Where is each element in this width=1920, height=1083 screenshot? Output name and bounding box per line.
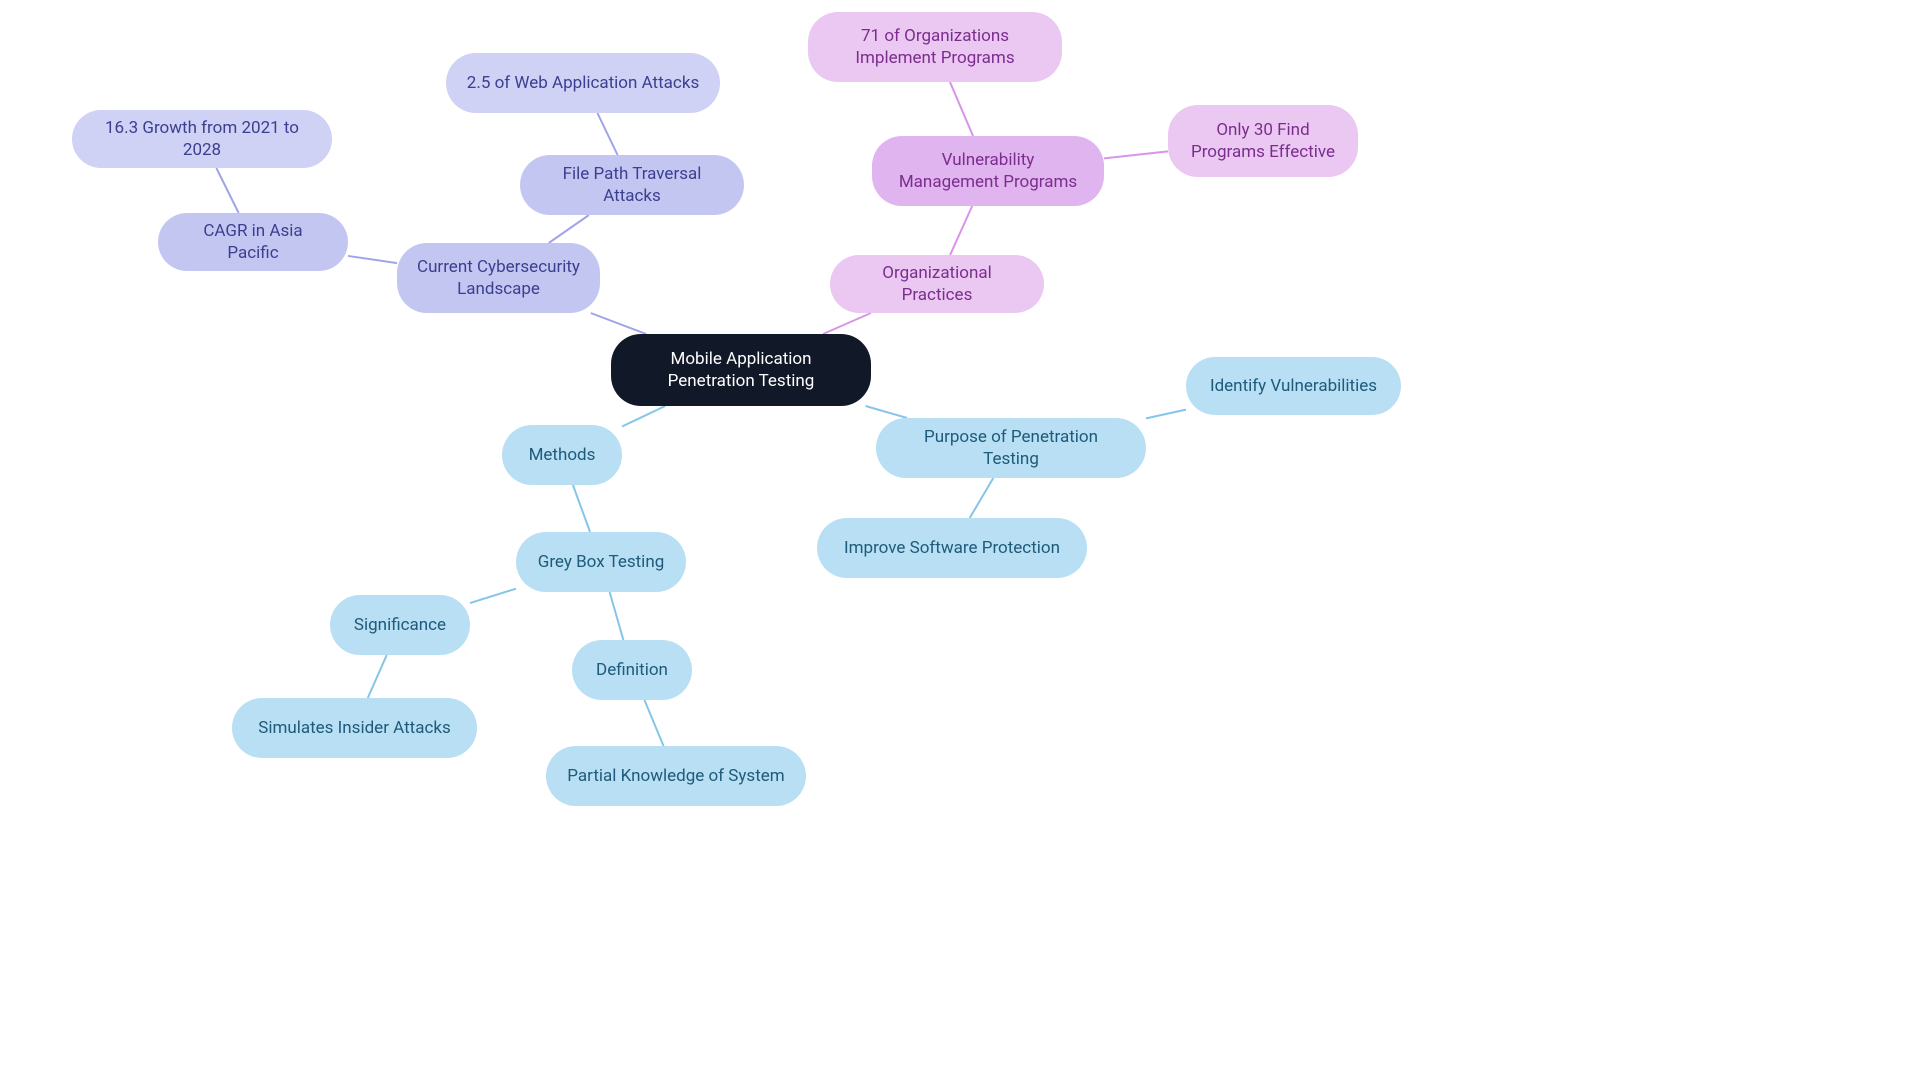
node-methods: Methods [502, 425, 622, 485]
node-greybox: Grey Box Testing [516, 532, 686, 592]
edge-root-purpose [866, 406, 908, 418]
node-root: Mobile Application Penetration Testing [611, 334, 871, 406]
edge-greybox-definition [610, 592, 624, 640]
edge-filepath-25web [597, 113, 617, 155]
edge-purpose-improve [970, 478, 994, 518]
edge-significance-simulates [368, 655, 387, 698]
node-org: Organizational Practices [830, 255, 1044, 313]
edge-landscape-cagr [348, 256, 397, 263]
node-significance: Significance [330, 595, 470, 655]
edge-org-vuln [950, 206, 972, 255]
node-71org: 71 of Organizations Implement Programs [808, 12, 1062, 82]
node-25web: 2.5 of Web Application Attacks [446, 53, 720, 113]
node-landscape: Current Cybersecurity Landscape [397, 243, 600, 313]
edge-greybox-significance [470, 589, 516, 603]
node-identify: Identify Vulnerabilities [1186, 357, 1401, 415]
edge-root-org [823, 313, 871, 334]
edge-purpose-identify [1146, 410, 1186, 419]
edge-landscape-filepath [549, 215, 589, 243]
edge-root-methods [622, 406, 665, 427]
node-definition: Definition [572, 640, 692, 700]
node-vuln: Vulnerability Management Programs [872, 136, 1104, 206]
edge-vuln-30find [1104, 151, 1168, 158]
edge-root-landscape [591, 313, 646, 334]
edge-vuln-71org [950, 82, 973, 136]
node-improve: Improve Software Protection [817, 518, 1087, 578]
node-filepath: File Path Traversal Attacks [520, 155, 744, 215]
node-cagr: CAGR in Asia Pacific [158, 213, 348, 271]
edge-methods-greybox [573, 485, 590, 532]
edge-definition-partial [644, 700, 663, 746]
node-simulates: Simulates Insider Attacks [232, 698, 477, 758]
edge-cagr-163growth [216, 168, 238, 213]
node-partial: Partial Knowledge of System [546, 746, 806, 806]
node-163growth: 16.3 Growth from 2021 to 2028 [72, 110, 332, 168]
node-purpose: Purpose of Penetration Testing [876, 418, 1146, 478]
node-30find: Only 30 Find Programs Effective [1168, 105, 1358, 177]
